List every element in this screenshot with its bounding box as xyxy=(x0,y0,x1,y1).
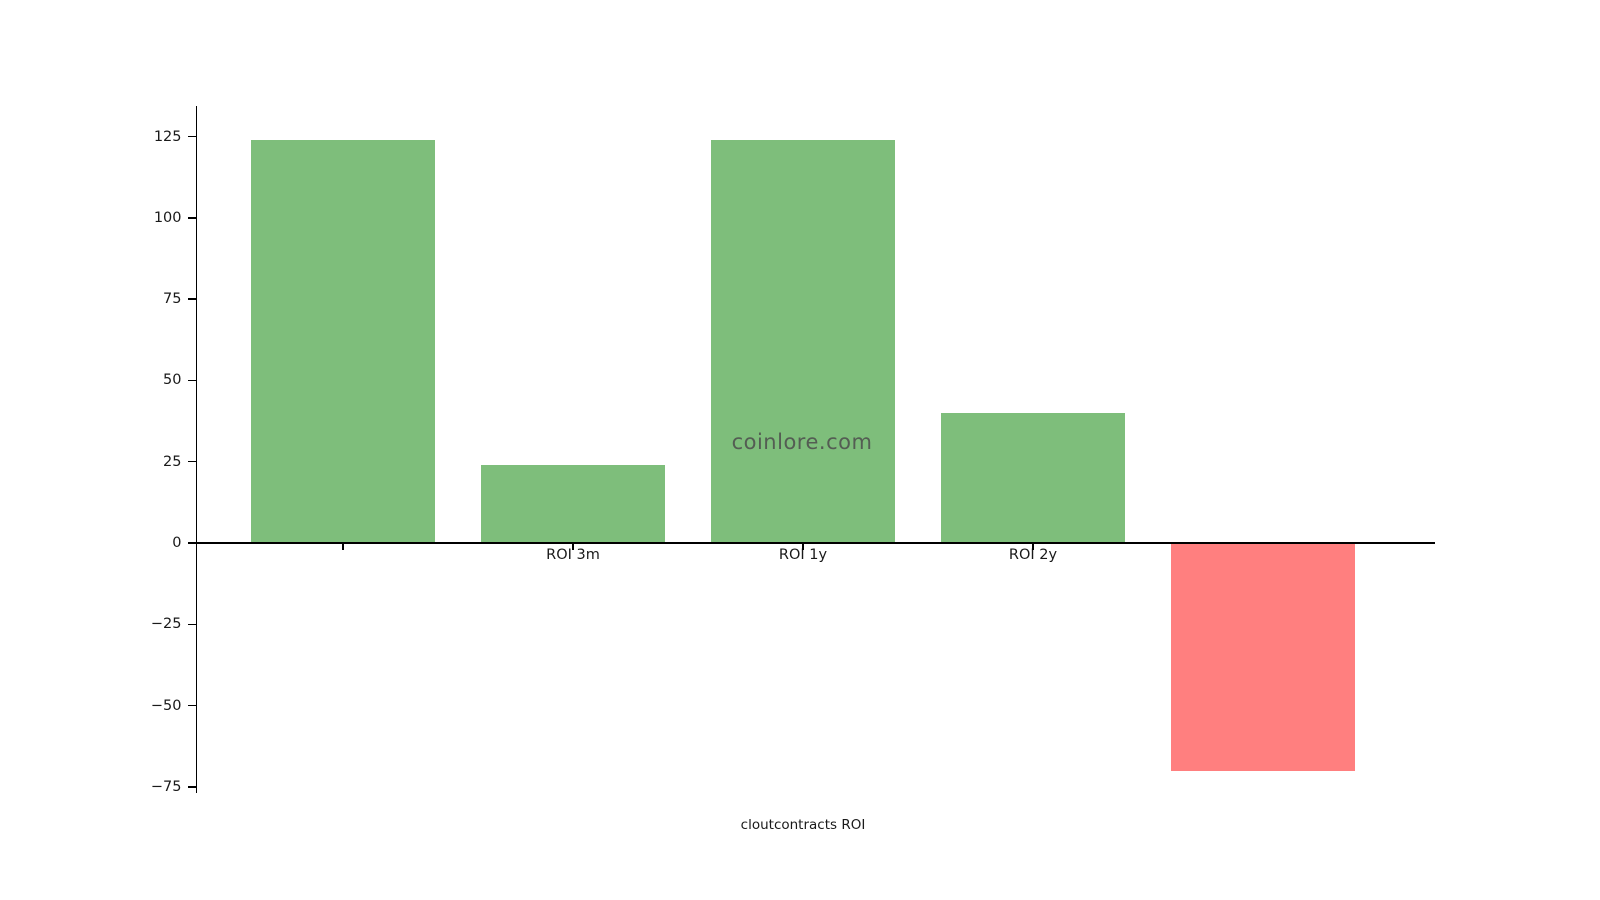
x-tick-mark xyxy=(802,543,804,550)
watermark-text: coinlore.com xyxy=(731,430,873,454)
y-tick-mark xyxy=(187,704,196,707)
x-tick-label: ROI 2y xyxy=(1008,547,1058,563)
y-tick-mark xyxy=(187,786,196,788)
bar xyxy=(941,412,1125,543)
x-tick-label: ROI 1y xyxy=(778,547,828,563)
y-tick-label: −50 xyxy=(150,697,182,714)
chart-title: cloutcontracts ROI xyxy=(740,817,866,833)
x-axis-line xyxy=(197,542,1435,544)
y-tick-label: −75 xyxy=(150,778,182,795)
y-tick-mark xyxy=(187,298,196,300)
y-tick-mark xyxy=(187,623,196,626)
bar xyxy=(251,139,435,543)
y-tick-label: 0 xyxy=(172,535,182,551)
y-tick-mark xyxy=(187,460,196,463)
y-tick-label: 125 xyxy=(153,128,182,145)
y-tick-mark xyxy=(187,217,196,219)
bar xyxy=(1171,543,1355,771)
x-tick-mark xyxy=(572,543,574,550)
x-tick-mark xyxy=(342,543,344,550)
x-tick-label: ROI 3m xyxy=(546,547,600,563)
y-tick-mark xyxy=(187,379,196,382)
y-tick-label: −25 xyxy=(150,616,182,633)
y-tick-mark xyxy=(187,542,196,544)
bar xyxy=(481,464,665,543)
y-tick-mark xyxy=(187,135,196,138)
bar xyxy=(711,139,895,543)
y-tick-label: 100 xyxy=(153,209,182,226)
y-tick-label: 50 xyxy=(163,372,182,389)
y-tick-label: 25 xyxy=(163,453,182,470)
y-axis-spine xyxy=(195,106,197,793)
x-tick-mark xyxy=(1032,543,1034,550)
y-tick-label: 75 xyxy=(163,291,182,308)
